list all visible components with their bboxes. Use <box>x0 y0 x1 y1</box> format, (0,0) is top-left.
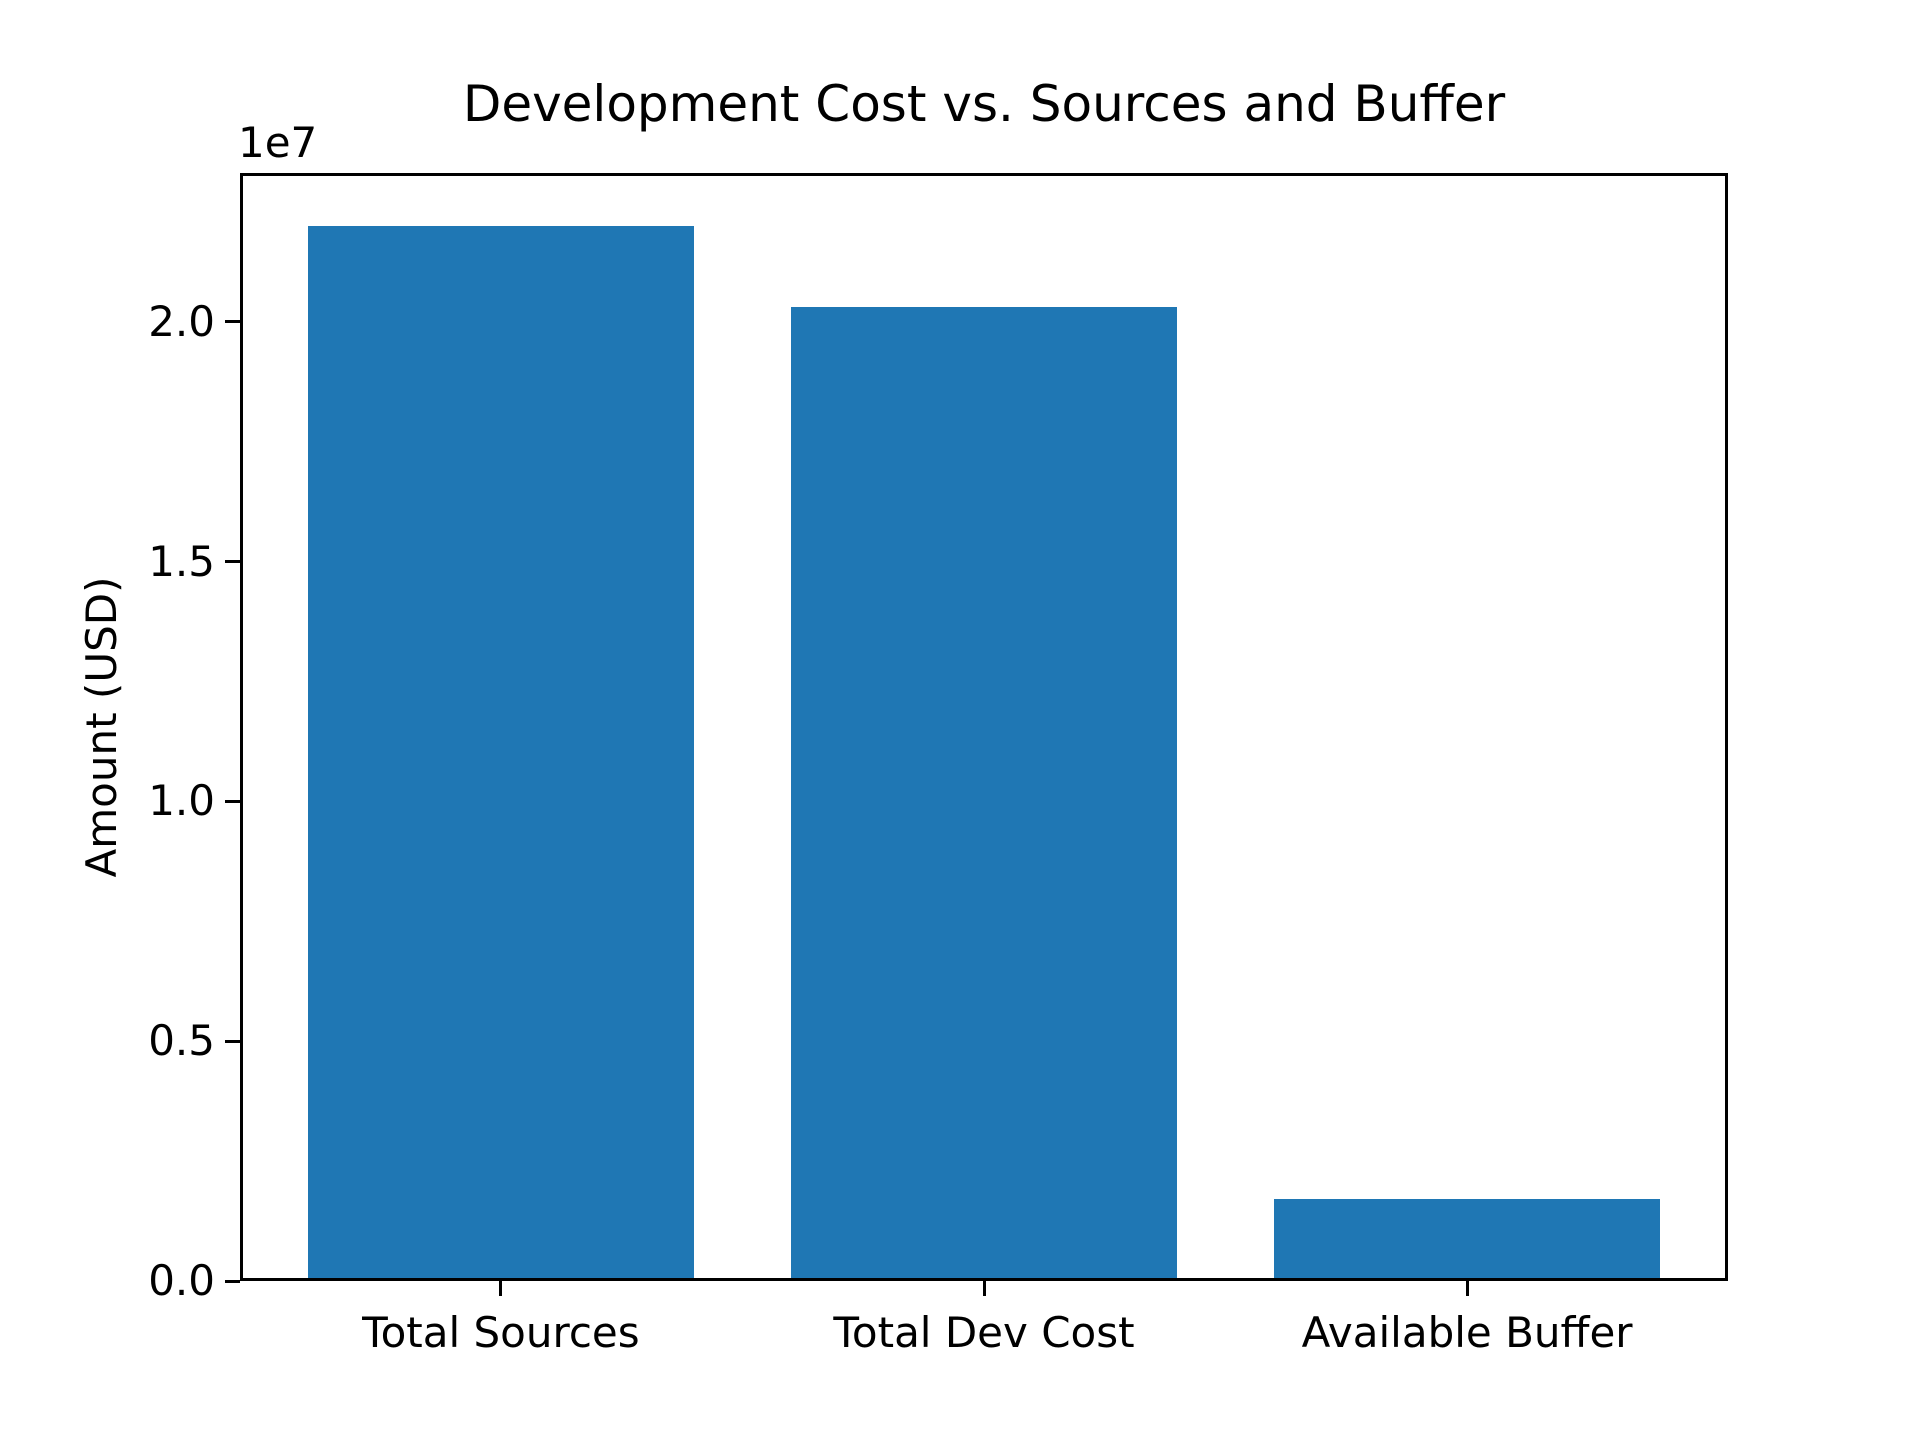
bar-total-dev-cost <box>790 307 1178 1281</box>
y-axis-offset-text: 1e7 <box>238 118 318 167</box>
bar-available-buffer <box>1273 1199 1661 1281</box>
y-tick-mark <box>225 320 240 324</box>
y-tick-mark <box>225 799 240 803</box>
y-tick-mark <box>225 1039 240 1043</box>
x-tick-mark <box>499 1281 503 1296</box>
bar-total-sources <box>307 225 695 1281</box>
y-tick-mark <box>225 560 240 564</box>
y-tick-label: 1.0 <box>148 776 215 826</box>
x-tick-mark <box>982 1281 986 1296</box>
y-tick-label: 0.5 <box>148 1016 215 1066</box>
y-axis-label: Amount (USD) <box>77 576 126 878</box>
x-tick-label: Total Sources <box>362 1308 640 1357</box>
plot-area <box>240 173 1728 1281</box>
chart-title: Development Cost vs. Sources and Buffer <box>462 75 1506 133</box>
x-tick-label: Available Buffer <box>1301 1308 1633 1357</box>
x-tick-label: Total Dev Cost <box>833 1308 1135 1357</box>
y-tick-mark <box>225 1279 240 1283</box>
y-tick-label: 1.5 <box>148 536 215 586</box>
x-tick-mark <box>1465 1281 1469 1296</box>
y-tick-label: 2.0 <box>148 296 215 346</box>
y-tick-label: 0.0 <box>148 1256 215 1305</box>
